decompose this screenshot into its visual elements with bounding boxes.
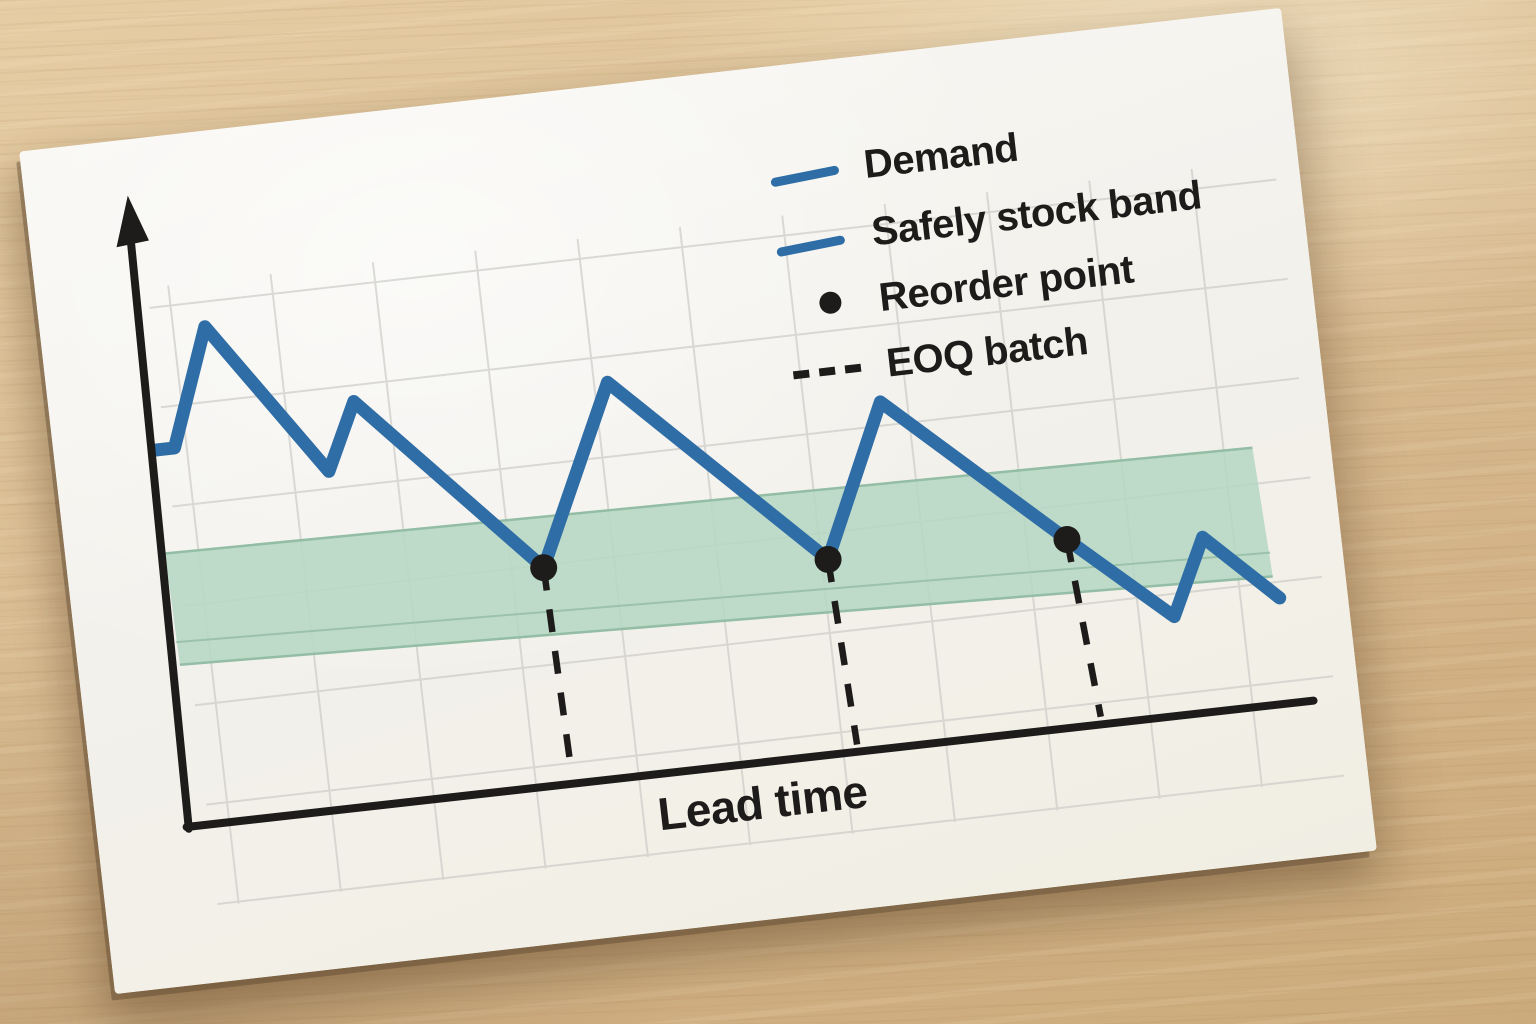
legend-label: Reorder point bbox=[877, 247, 1136, 320]
x-axis-label: Lead time bbox=[655, 765, 870, 840]
eoq-drop-lines bbox=[540, 538, 1104, 775]
safety-band-line-swatch bbox=[776, 235, 845, 257]
legend-item-safety-stock-band: Safely stock band bbox=[776, 173, 1204, 257]
demand-line-swatch bbox=[770, 165, 839, 187]
eoq-drop-line bbox=[824, 558, 861, 746]
axes bbox=[116, 195, 1318, 833]
y-axis-arrowhead bbox=[116, 195, 149, 248]
legend-label: EOQ batch bbox=[884, 319, 1090, 386]
legend-label: Demand bbox=[862, 126, 1021, 187]
reorder-point-dot bbox=[814, 545, 842, 573]
x-axis bbox=[182, 696, 1318, 831]
y-axis bbox=[126, 231, 193, 833]
reorder-point-dot-swatch bbox=[819, 291, 842, 314]
demand-line bbox=[147, 320, 1287, 624]
inventory-chart: Demand Safely stock band Reorder point E… bbox=[116, 126, 1345, 905]
eoq-drop-line bbox=[540, 567, 575, 775]
chart-card: Demand Safely stock band Reorder point E… bbox=[19, 7, 1377, 995]
legend-item-demand: Demand bbox=[770, 126, 1021, 187]
reorder-points bbox=[530, 525, 1081, 582]
eoq-drop-line bbox=[1063, 538, 1104, 718]
legend-label: Safely stock band bbox=[869, 173, 1203, 254]
safety-stock-band bbox=[164, 446, 1273, 666]
eoq-dashed-swatch bbox=[792, 363, 862, 380]
reorder-point-dot bbox=[1053, 525, 1081, 553]
grid-lines bbox=[149, 168, 1345, 905]
reorder-point-dot bbox=[530, 554, 558, 582]
